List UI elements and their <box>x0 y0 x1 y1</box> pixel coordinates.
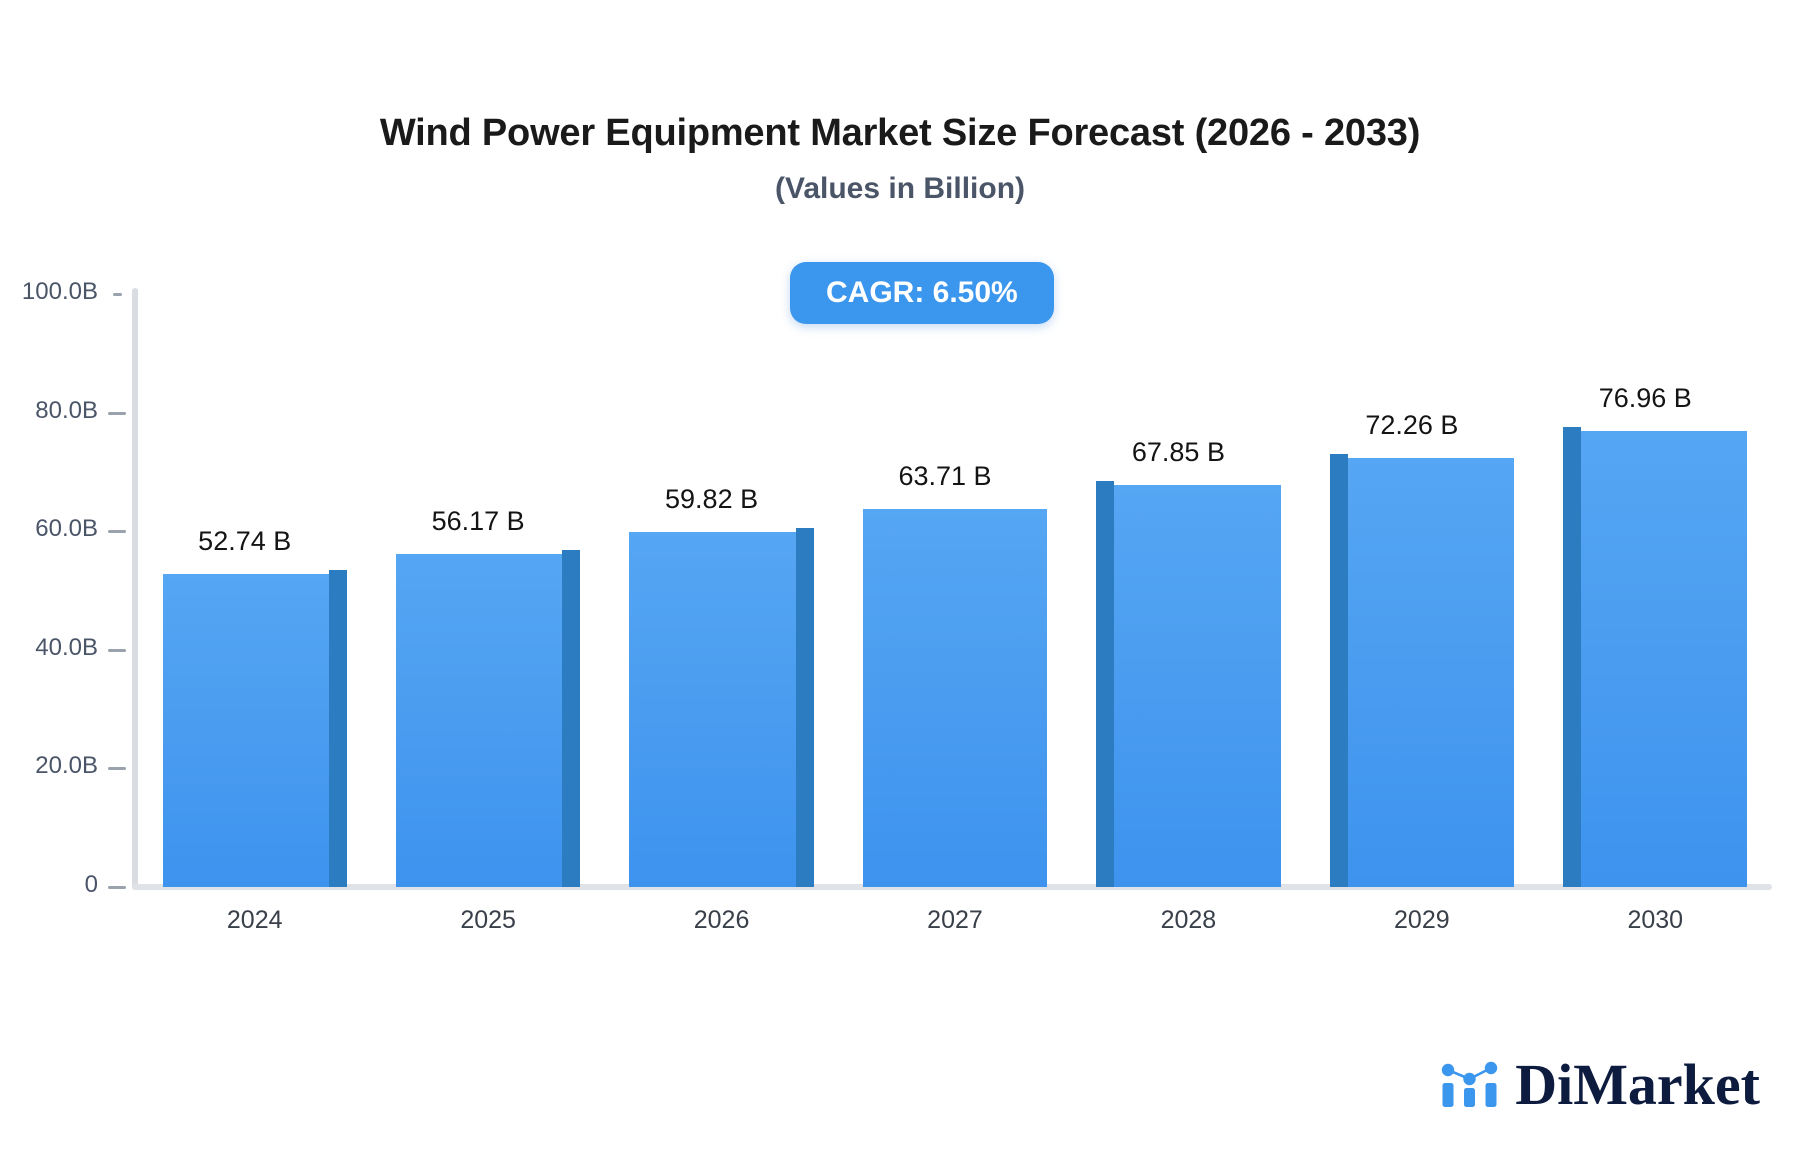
title-block: Wind Power Equipment Market Size Forecas… <box>0 110 1800 206</box>
bar-2024[interactable] <box>162 570 347 887</box>
bar-value-label-2027: 63.71 B <box>898 461 992 492</box>
brand-name: DiMarket <box>1515 1052 1760 1117</box>
bar-chart-dots-icon <box>1441 1061 1498 1107</box>
y-tick-mark <box>113 293 122 296</box>
y-tick-mark <box>108 411 126 415</box>
bar-value-label-2026: 59.82 B <box>665 484 759 515</box>
brand-logo: DiMarket <box>1441 1056 1760 1114</box>
bar-value-label-2024: 52.74 B <box>198 526 292 557</box>
y-tick-label: 20.0B <box>35 752 98 780</box>
y-tick-label: 60.0B <box>35 515 98 543</box>
x-tick-label-2029: 2029 <box>1394 906 1450 934</box>
y-tick-mark <box>108 767 126 771</box>
y-tick-label: 0 <box>84 871 98 898</box>
bar-value-label-2025: 56.17 B <box>431 505 525 536</box>
y-tick-label: 80.0B <box>35 396 98 424</box>
bar-face <box>1347 458 1515 887</box>
x-tick-label-2025: 2025 <box>460 906 516 934</box>
x-tick-label-2027: 2027 <box>927 906 983 934</box>
bar-2029[interactable] <box>1329 454 1515 887</box>
bar-face <box>1114 484 1281 887</box>
bar-face <box>395 553 563 887</box>
bar-3d-side <box>562 549 581 887</box>
bar-3d-side <box>1563 426 1582 887</box>
x-tick-label-2028: 2028 <box>1160 906 1217 934</box>
bar-2028[interactable] <box>1096 480 1281 887</box>
y-tick-label: 40.0B <box>35 633 98 661</box>
x-axis-line <box>132 884 1772 890</box>
y-tick-mark <box>108 530 126 534</box>
bar-3d-side <box>328 570 347 887</box>
bar-value-label-2029: 72.26 B <box>1365 410 1459 441</box>
cagr-badge: CAGR: 6.50% <box>790 262 1054 324</box>
x-tick-label-2026: 2026 <box>693 906 750 934</box>
y-tick-mark <box>108 886 126 889</box>
bar-2025[interactable] <box>395 549 581 887</box>
bar-3d-side <box>1096 480 1115 887</box>
bar-2026[interactable] <box>629 528 814 887</box>
bar-3d-side <box>795 528 814 887</box>
bar-2030[interactable] <box>1563 426 1748 887</box>
bar-face <box>629 532 796 887</box>
bar-value-label-2030: 76.96 B <box>1598 382 1692 413</box>
y-axis-line <box>132 288 138 890</box>
bar-face <box>862 509 1048 887</box>
bar-3d-side <box>1329 454 1348 887</box>
bar-face <box>162 574 329 887</box>
page-title: Wind Power Equipment Market Size Forecas… <box>379 112 1421 154</box>
chart-subtitle: (Values in Billion) <box>774 171 1026 205</box>
bar-2027[interactable] <box>862 505 1048 887</box>
bar-face <box>1581 430 1748 887</box>
y-tick-label: 100.0B <box>21 278 98 305</box>
y-tick-mark <box>108 648 126 652</box>
x-tick-label-2030: 2030 <box>1627 906 1684 934</box>
x-tick-label-2024: 2024 <box>226 906 283 934</box>
bar-value-label-2028: 67.85 B <box>1131 436 1225 467</box>
